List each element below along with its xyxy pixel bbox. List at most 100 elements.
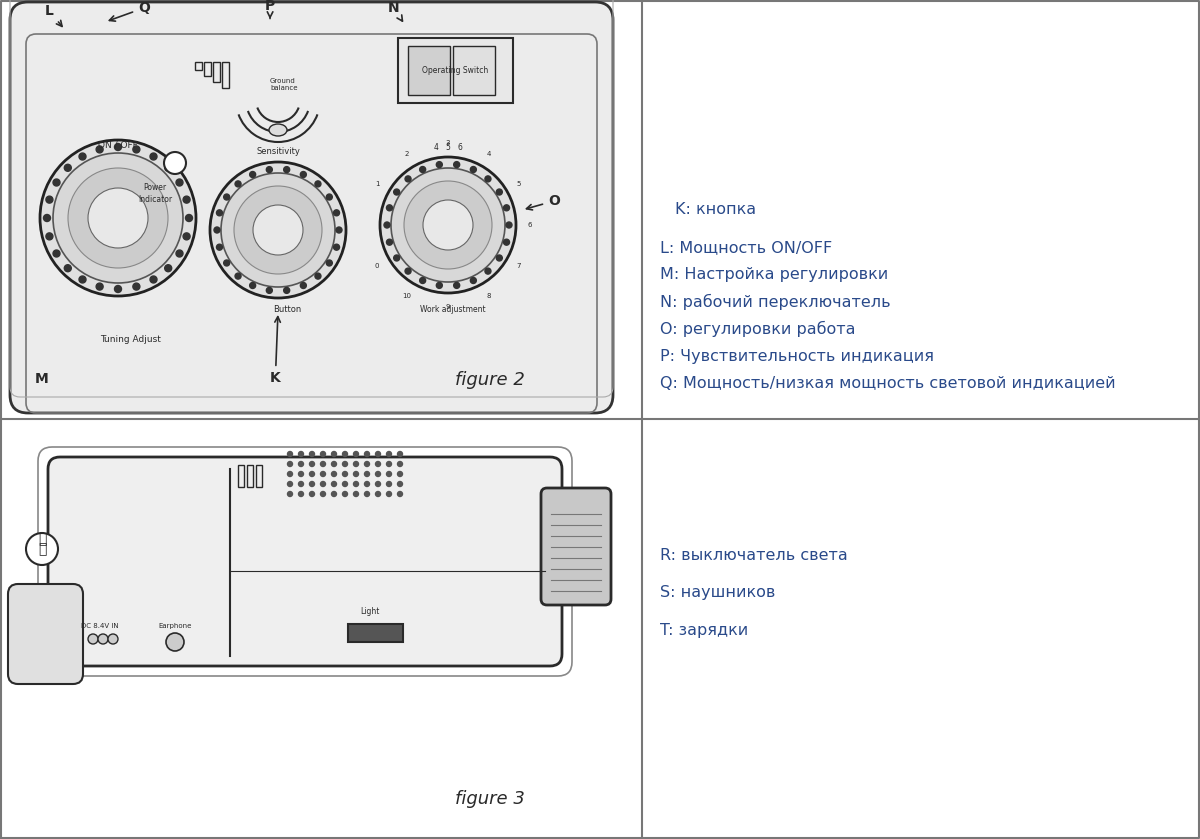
- Ellipse shape: [269, 124, 287, 136]
- Circle shape: [26, 533, 58, 565]
- Circle shape: [133, 283, 140, 290]
- Bar: [256, 465, 262, 487]
- Circle shape: [150, 276, 157, 283]
- Circle shape: [365, 492, 370, 497]
- Circle shape: [150, 153, 157, 160]
- Circle shape: [354, 492, 359, 497]
- Circle shape: [404, 181, 492, 269]
- Text: 0: 0: [374, 263, 379, 269]
- Circle shape: [46, 196, 53, 203]
- Text: OFF: OFF: [383, 623, 397, 629]
- Text: Sensitivity: Sensitivity: [256, 148, 300, 157]
- Circle shape: [253, 205, 302, 255]
- Circle shape: [299, 492, 304, 497]
- Text: Operating Switch: Operating Switch: [422, 66, 488, 75]
- Circle shape: [331, 451, 336, 456]
- Circle shape: [437, 283, 443, 289]
- Circle shape: [166, 633, 184, 651]
- Bar: [222, 62, 229, 88]
- Circle shape: [342, 492, 348, 497]
- Text: 8: 8: [487, 293, 491, 299]
- Text: Q: Q: [109, 1, 150, 21]
- Circle shape: [320, 472, 325, 477]
- Circle shape: [210, 162, 346, 298]
- Circle shape: [454, 283, 460, 289]
- Circle shape: [300, 283, 306, 289]
- Circle shape: [397, 472, 402, 477]
- Circle shape: [53, 179, 60, 186]
- Circle shape: [65, 265, 71, 272]
- Circle shape: [497, 255, 503, 261]
- Circle shape: [326, 194, 332, 200]
- Text: T: зарядки: T: зарядки: [660, 623, 749, 638]
- Circle shape: [380, 157, 516, 293]
- Circle shape: [234, 186, 322, 274]
- Circle shape: [420, 166, 426, 173]
- Circle shape: [299, 461, 304, 466]
- Text: ON: ON: [349, 623, 360, 629]
- Circle shape: [331, 472, 336, 477]
- Circle shape: [376, 482, 380, 487]
- Circle shape: [299, 482, 304, 487]
- Circle shape: [320, 461, 325, 466]
- Text: K: кнопка: K: кнопка: [674, 202, 756, 217]
- Circle shape: [336, 227, 342, 233]
- FancyBboxPatch shape: [8, 584, 83, 684]
- Circle shape: [397, 492, 402, 497]
- Circle shape: [216, 244, 222, 250]
- Circle shape: [384, 222, 390, 228]
- Text: 4: 4: [487, 151, 491, 157]
- Text: K: K: [270, 316, 281, 385]
- Circle shape: [365, 482, 370, 487]
- Circle shape: [485, 268, 491, 274]
- Circle shape: [98, 634, 108, 644]
- Text: 4   5   6: 4 5 6: [433, 143, 462, 153]
- Circle shape: [299, 472, 304, 477]
- Circle shape: [250, 283, 256, 289]
- Circle shape: [314, 181, 320, 187]
- Text: 2: 2: [404, 151, 409, 157]
- Text: O: O: [527, 194, 560, 210]
- Text: 5: 5: [517, 181, 521, 187]
- Circle shape: [342, 472, 348, 477]
- Circle shape: [354, 482, 359, 487]
- Circle shape: [376, 451, 380, 456]
- Circle shape: [235, 274, 241, 279]
- Bar: [348, 624, 403, 642]
- FancyBboxPatch shape: [541, 488, 611, 605]
- Bar: [238, 465, 244, 487]
- Circle shape: [391, 168, 505, 282]
- Circle shape: [133, 146, 140, 153]
- Circle shape: [454, 162, 460, 168]
- Circle shape: [497, 189, 503, 195]
- Circle shape: [334, 210, 340, 216]
- Circle shape: [397, 451, 402, 456]
- Text: Button: Button: [274, 305, 301, 315]
- Text: figure 2: figure 2: [455, 371, 524, 389]
- Circle shape: [354, 472, 359, 477]
- Circle shape: [164, 152, 186, 174]
- Circle shape: [79, 276, 86, 283]
- Circle shape: [437, 162, 443, 168]
- Text: N: N: [388, 1, 402, 21]
- Circle shape: [223, 194, 229, 200]
- Circle shape: [320, 492, 325, 497]
- Text: ON / OFF: ON / OFF: [98, 140, 138, 149]
- Circle shape: [342, 451, 348, 456]
- Circle shape: [342, 482, 348, 487]
- Circle shape: [386, 472, 391, 477]
- Circle shape: [310, 451, 314, 456]
- Text: ⑪: ⑪: [38, 532, 46, 546]
- Circle shape: [53, 153, 182, 283]
- Text: 7: 7: [517, 263, 521, 269]
- Circle shape: [283, 167, 289, 173]
- Circle shape: [397, 461, 402, 466]
- Circle shape: [310, 492, 314, 497]
- Circle shape: [114, 285, 121, 293]
- Circle shape: [376, 492, 380, 497]
- Bar: [204, 62, 211, 76]
- Text: 6: 6: [528, 222, 533, 228]
- Circle shape: [164, 164, 172, 171]
- Circle shape: [331, 461, 336, 466]
- Circle shape: [288, 482, 293, 487]
